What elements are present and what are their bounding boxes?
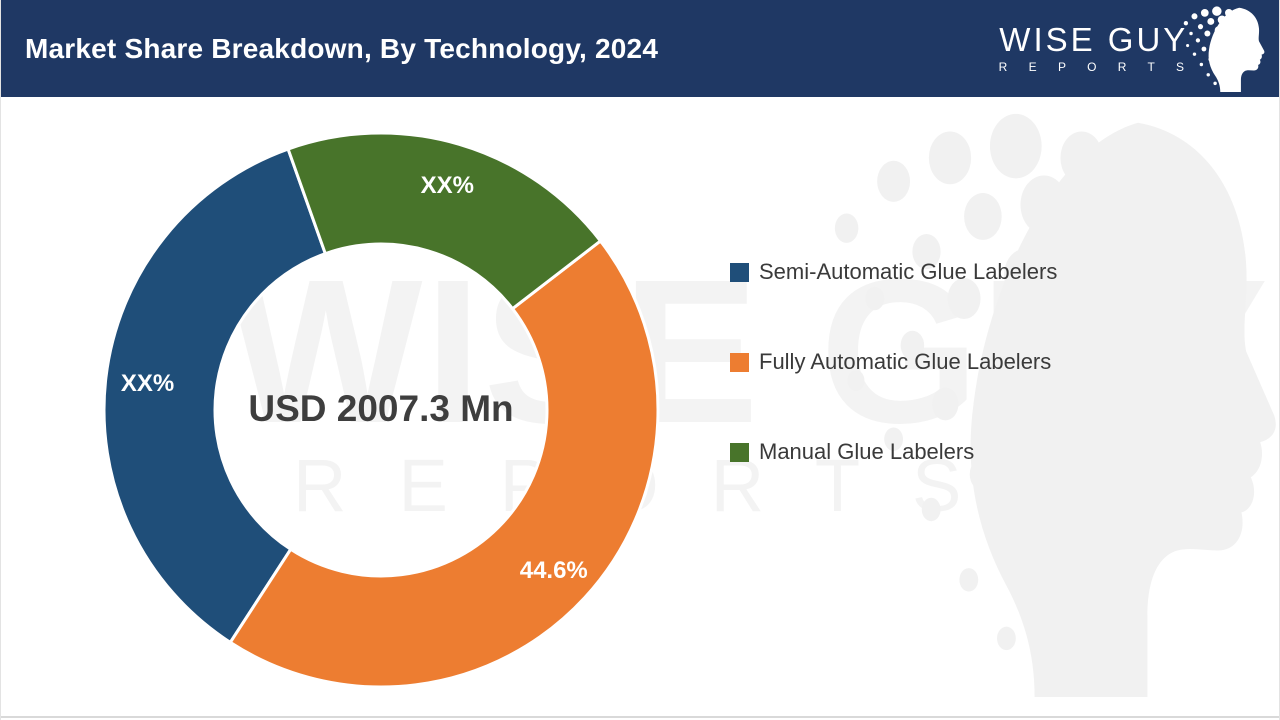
legend: Semi-Automatic Glue Labelers Fully Autom… [730,259,1057,529]
logo-subtitle: R E P O R T S [998,60,1193,74]
page-title: Market Share Breakdown, By Technology, 2… [25,32,659,64]
legend-swatch [730,442,749,462]
donut-chart: XX% 44.6% XX% [102,131,660,689]
donut-segment [228,239,660,689]
segment-label: 44.6% [520,557,588,584]
legend-swatch [730,352,749,372]
logo-title: WISE GUY [999,21,1189,58]
legend-label: Fully Automatic Glue Labelers [759,349,1052,374]
legend-item: Fully Automatic Glue Labelers [730,349,1057,375]
donut-segment [102,147,327,644]
legend-label: Manual Glue Labelers [759,439,975,464]
segment-label: XX% [421,172,474,199]
chart-center-value: USD 2007.3 Mn [248,388,514,429]
logo-wordmark: WISE GUY R E P O R T S [995,23,1193,74]
legend-item: Semi-Automatic Glue Labelers [730,259,1057,285]
legend-item: Manual Glue Labelers [730,439,1057,465]
watermark-face-icon [834,113,1276,697]
legend-label: Semi-Automatic Glue Labelers [759,259,1058,284]
segment-label: XX% [121,370,174,397]
legend-swatch [730,262,749,282]
header: Market Share Breakdown, By Technology, 2… [1,0,1279,97]
donut-segment [286,131,602,311]
wiseguy-logo: WISE GUY R E P O R T S [995,5,1265,92]
logo-face-icon [1183,5,1265,92]
chart-canvas: WISE GUY REPORTS XX% 44.6% XX% USD 2007.3 … [1,97,1279,718]
